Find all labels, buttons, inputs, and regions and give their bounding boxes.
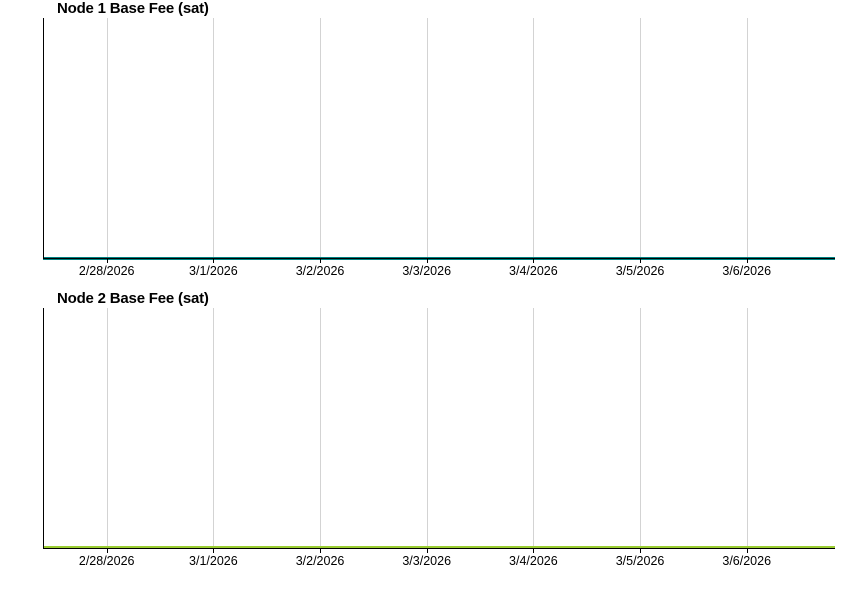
- x-axis-tick: [213, 549, 215, 553]
- data-line: [43, 546, 835, 549]
- x-axis-label: 3/3/2026: [402, 554, 452, 568]
- chart-node-1-base-fee: Node 1 Base Fee (sat) 2/28/2026 3/1/2026 3…: [0, 0, 860, 290]
- x-axis-label: 3/1/2026: [189, 264, 238, 278]
- x-axis-line: [43, 258, 835, 259]
- x-axis-tick: [640, 259, 642, 263]
- x-axis-label: 3/3/2026: [402, 264, 452, 278]
- x-axis-tick: [106, 259, 108, 263]
- gridline: [640, 308, 642, 549]
- x-axis-tick: [640, 549, 642, 553]
- x-axis-tick: [106, 549, 108, 553]
- chart-title: Node 1 Base Fee (sat): [57, 0, 209, 17]
- gridline: [746, 18, 748, 259]
- x-axis-label: 3/6/2026: [722, 554, 772, 568]
- gridline: [320, 18, 322, 259]
- gridline: [533, 308, 535, 549]
- plot-area: [43, 308, 835, 553]
- x-axis-tick: [426, 259, 428, 263]
- gridline: [533, 18, 535, 259]
- x-axis-tick: [746, 259, 748, 263]
- x-axis-label: 3/4/2026: [509, 264, 558, 278]
- x-axis-line: [43, 548, 835, 549]
- x-axis-tick: [746, 549, 748, 553]
- plot-area: [43, 18, 835, 263]
- x-axis-label: 3/4/2026: [509, 554, 558, 568]
- x-axis-label: 3/2/2026: [295, 264, 345, 278]
- y-axis-line: [43, 18, 44, 259]
- y-axis-line: [43, 308, 44, 549]
- gridline: [106, 18, 108, 259]
- gridline: [213, 308, 215, 549]
- x-axis-label: 3/1/2026: [189, 554, 238, 568]
- x-axis-label: 3/5/2026: [615, 554, 665, 568]
- x-axis-tick: [320, 549, 322, 553]
- x-axis-tick: [426, 549, 428, 553]
- x-axis-tick: [320, 259, 322, 263]
- gridline: [106, 308, 108, 549]
- gridline: [213, 18, 215, 259]
- gridline: [640, 18, 642, 259]
- gridline: [746, 308, 748, 549]
- chart-title: Node 2 Base Fee (sat): [57, 290, 209, 307]
- gridline: [426, 308, 428, 549]
- x-axis-label: 2/28/2026: [78, 264, 135, 278]
- x-axis-label: 3/2/2026: [295, 554, 345, 568]
- x-axis-label: 3/5/2026: [615, 264, 665, 278]
- x-axis-tick: [213, 259, 215, 263]
- chart-node-2-base-fee: Node 2 Base Fee (sat) 2/28/2026 3/1/2026 3…: [0, 290, 860, 580]
- x-axis-tick: [533, 259, 535, 263]
- x-axis-tick: [533, 549, 535, 553]
- gridline: [320, 308, 322, 549]
- x-axis-label: 2/28/2026: [78, 554, 135, 568]
- gridline: [426, 18, 428, 259]
- x-axis-label: 3/6/2026: [722, 264, 772, 278]
